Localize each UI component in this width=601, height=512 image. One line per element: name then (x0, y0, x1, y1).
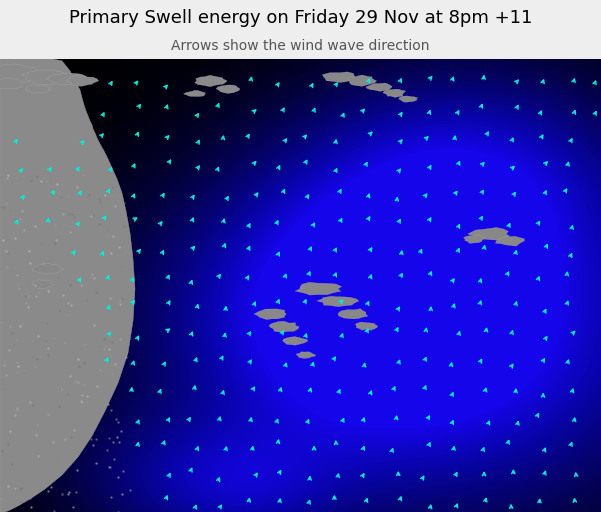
Polygon shape (347, 75, 377, 87)
Polygon shape (282, 337, 308, 345)
Polygon shape (216, 85, 240, 93)
Polygon shape (32, 263, 64, 274)
Text: Arrows show the wind wave direction: Arrows show the wind wave direction (171, 39, 430, 53)
Polygon shape (66, 75, 99, 86)
Polygon shape (296, 352, 316, 358)
Polygon shape (495, 236, 524, 246)
Polygon shape (338, 309, 368, 319)
Polygon shape (0, 64, 44, 82)
Text: Primary Swell energy on Friday 29 Nov at 8pm +11: Primary Swell energy on Friday 29 Nov at… (69, 9, 532, 27)
Polygon shape (254, 309, 286, 319)
Polygon shape (47, 73, 88, 85)
Polygon shape (355, 322, 377, 330)
Polygon shape (195, 75, 227, 87)
Polygon shape (366, 83, 392, 91)
Polygon shape (269, 321, 299, 332)
Polygon shape (463, 235, 484, 243)
Polygon shape (31, 280, 54, 288)
Polygon shape (398, 96, 418, 102)
Polygon shape (0, 78, 23, 89)
Polygon shape (468, 227, 510, 240)
Polygon shape (317, 296, 359, 307)
Polygon shape (322, 72, 358, 82)
Polygon shape (0, 59, 135, 512)
Polygon shape (25, 84, 51, 93)
Polygon shape (22, 71, 69, 84)
Polygon shape (383, 89, 406, 97)
Polygon shape (183, 90, 206, 97)
Polygon shape (295, 282, 341, 295)
